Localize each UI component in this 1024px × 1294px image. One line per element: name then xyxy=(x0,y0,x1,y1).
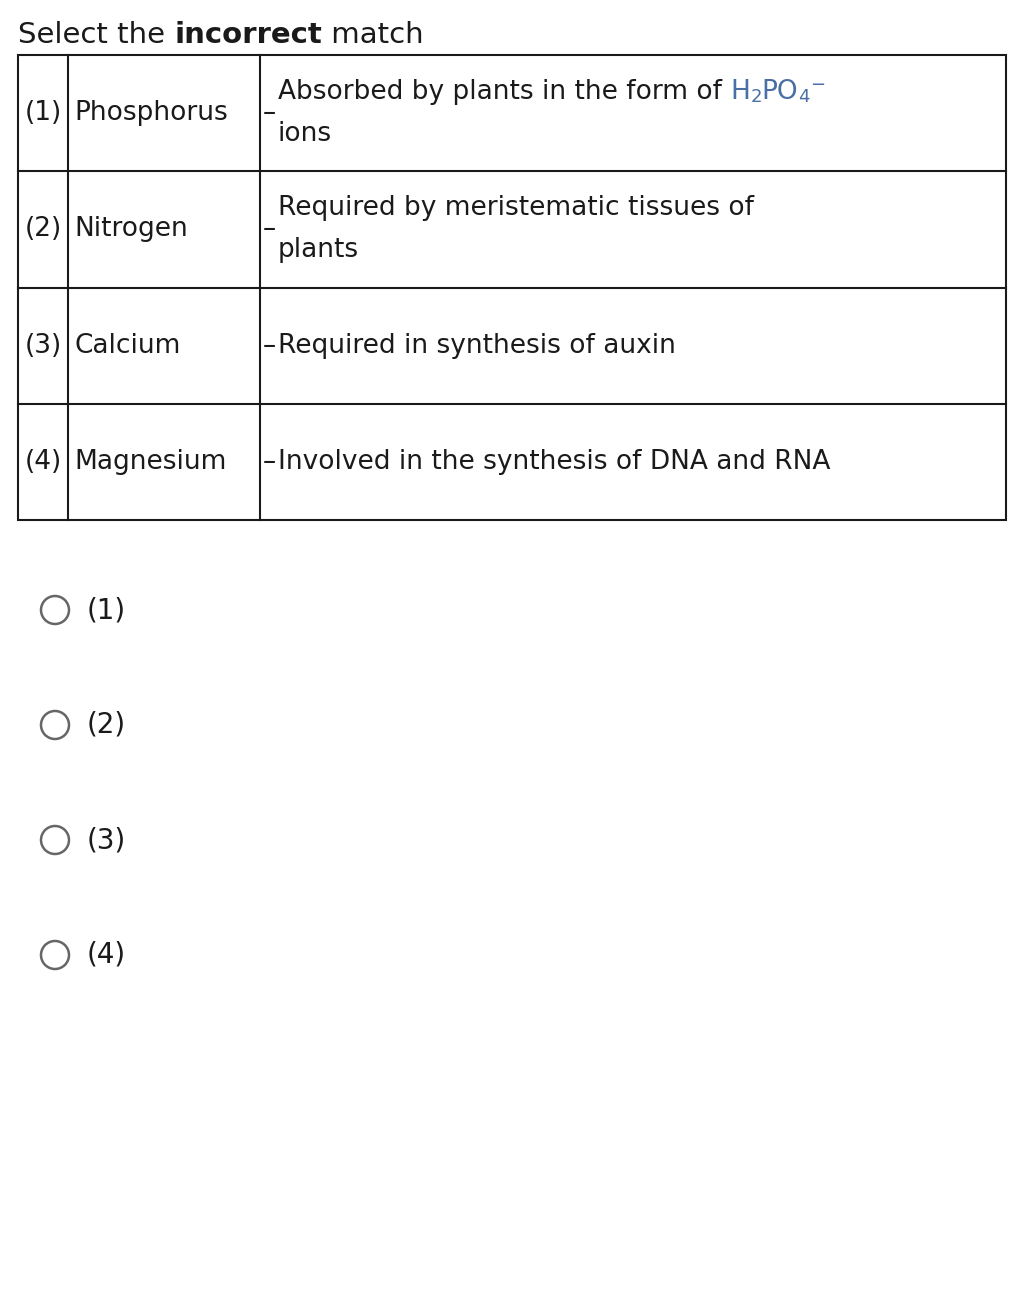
Text: Phosphorus: Phosphorus xyxy=(74,100,227,126)
Text: ions: ions xyxy=(278,122,332,148)
Text: (4): (4) xyxy=(25,449,61,475)
Text: –: – xyxy=(263,333,276,358)
Text: (2): (2) xyxy=(25,216,61,242)
Text: H: H xyxy=(730,79,751,105)
Text: –: – xyxy=(263,449,276,475)
Text: 4: 4 xyxy=(799,88,810,106)
Text: Select the: Select the xyxy=(18,21,174,49)
Text: Involved in the synthesis of DNA and RNA: Involved in the synthesis of DNA and RNA xyxy=(278,449,830,475)
Text: Required by meristematic tissues of: Required by meristematic tissues of xyxy=(278,195,754,221)
Text: 2: 2 xyxy=(751,88,762,106)
Text: (2): (2) xyxy=(87,710,126,739)
Text: Required in synthesis of auxin: Required in synthesis of auxin xyxy=(278,333,676,358)
Text: plants: plants xyxy=(278,237,359,263)
Text: (3): (3) xyxy=(87,826,126,854)
Text: –: – xyxy=(263,216,276,242)
Text: –: – xyxy=(263,100,276,126)
Text: (1): (1) xyxy=(25,100,61,126)
Text: PO: PO xyxy=(762,79,799,105)
Text: match: match xyxy=(322,21,424,49)
Text: Absorbed by plants in the form of: Absorbed by plants in the form of xyxy=(278,79,730,105)
Text: incorrect: incorrect xyxy=(174,21,322,49)
Text: (3): (3) xyxy=(25,333,61,358)
Text: Calcium: Calcium xyxy=(74,333,180,358)
Text: (1): (1) xyxy=(87,597,126,624)
Text: Nitrogen: Nitrogen xyxy=(74,216,187,242)
Bar xyxy=(18,56,1006,520)
Text: −: − xyxy=(810,76,825,94)
Text: (4): (4) xyxy=(87,941,126,969)
Text: Magnesium: Magnesium xyxy=(74,449,226,475)
